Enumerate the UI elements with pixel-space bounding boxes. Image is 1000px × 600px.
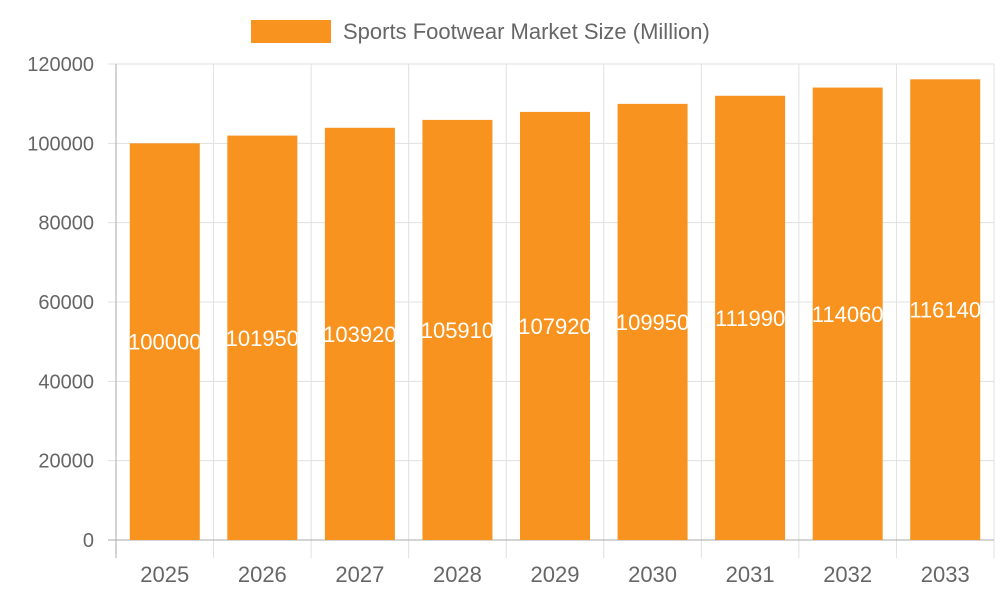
x-tick-label: 2026 (238, 562, 287, 587)
bar-2030 (617, 103, 688, 541)
x-tick-label: 2028 (433, 562, 482, 587)
bar-2033 (910, 79, 981, 540)
x-tick-label: 2027 (335, 562, 384, 587)
y-tick-label: 80000 (38, 213, 94, 235)
y-tick-label: 0 (83, 530, 94, 552)
legend-swatch (251, 20, 331, 43)
y-tick-label: 60000 (38, 292, 94, 314)
data-label: 107920 (518, 314, 591, 339)
x-tick-label: 2029 (531, 562, 580, 587)
y-tick-label: 120000 (27, 54, 94, 76)
data-label: 109950 (616, 310, 689, 335)
data-label: 114060 (812, 302, 884, 327)
data-label: 105910 (421, 318, 494, 343)
x-tick-label: 2033 (921, 562, 970, 587)
bar-2028 (422, 119, 493, 541)
data-label: 116140 (909, 298, 981, 323)
data-label: 101950 (226, 326, 299, 351)
legend-label: Sports Footwear Market Size (Million) (343, 19, 710, 44)
bar-2026 (227, 135, 298, 540)
x-tick-label: 2025 (140, 562, 189, 587)
bar-2032 (812, 87, 883, 540)
x-tick-label: 2031 (726, 562, 775, 587)
data-label: 103920 (323, 322, 396, 347)
bar-2027 (324, 127, 395, 540)
bar-2025 (129, 143, 200, 541)
y-tick-label: 40000 (38, 371, 94, 393)
data-label: 100000 (128, 330, 201, 355)
x-tick-label: 2030 (628, 562, 677, 587)
y-tick-label: 20000 (38, 451, 94, 473)
data-label: 111990 (715, 306, 785, 331)
bar-2029 (520, 111, 590, 541)
y-tick-label: 100000 (27, 133, 94, 155)
x-tick-label: 2032 (823, 562, 872, 587)
bar-2031 (715, 95, 786, 540)
